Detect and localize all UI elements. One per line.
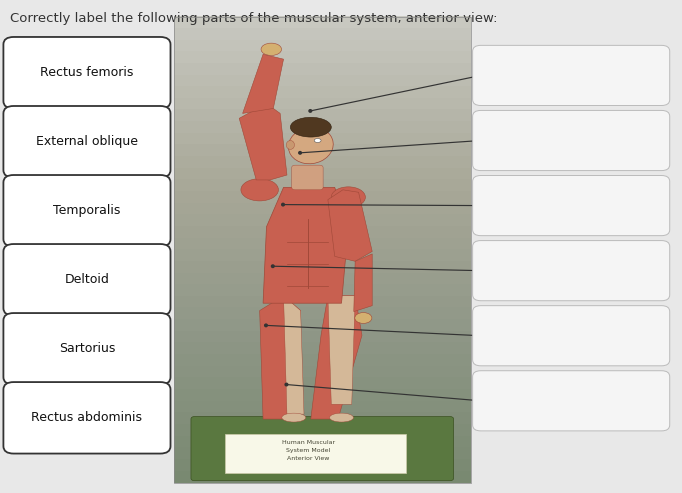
- Text: Anterior View: Anterior View: [287, 456, 330, 461]
- Bar: [174, 191, 471, 204]
- Bar: [174, 377, 471, 390]
- Polygon shape: [311, 296, 362, 419]
- Ellipse shape: [282, 413, 306, 422]
- Ellipse shape: [314, 139, 321, 142]
- Bar: [174, 28, 471, 40]
- Polygon shape: [284, 296, 304, 414]
- FancyBboxPatch shape: [292, 165, 323, 190]
- Ellipse shape: [241, 179, 278, 201]
- Bar: [174, 51, 471, 64]
- Bar: [174, 389, 471, 402]
- FancyBboxPatch shape: [473, 306, 670, 366]
- FancyBboxPatch shape: [3, 313, 170, 385]
- Bar: [174, 470, 471, 483]
- FancyBboxPatch shape: [225, 434, 406, 473]
- FancyBboxPatch shape: [473, 371, 670, 431]
- Bar: [174, 319, 471, 332]
- Ellipse shape: [286, 141, 295, 149]
- Bar: [174, 214, 471, 227]
- Polygon shape: [243, 54, 284, 113]
- Bar: [174, 447, 471, 460]
- Bar: [174, 133, 471, 145]
- FancyBboxPatch shape: [3, 37, 170, 108]
- FancyBboxPatch shape: [473, 176, 670, 236]
- Text: Sartorius: Sartorius: [59, 342, 115, 355]
- Bar: [174, 109, 471, 122]
- Text: Rectus abdominis: Rectus abdominis: [31, 411, 143, 424]
- Text: External oblique: External oblique: [36, 135, 138, 148]
- Polygon shape: [328, 296, 355, 404]
- Bar: [174, 366, 471, 378]
- Ellipse shape: [331, 187, 366, 208]
- Bar: [174, 331, 471, 343]
- FancyBboxPatch shape: [473, 45, 670, 106]
- FancyBboxPatch shape: [473, 110, 670, 171]
- Bar: [174, 238, 471, 250]
- Polygon shape: [260, 296, 301, 419]
- Text: Rectus femoris: Rectus femoris: [40, 66, 134, 79]
- Bar: [174, 121, 471, 134]
- Bar: [174, 16, 471, 29]
- Text: Temporalis: Temporalis: [53, 204, 121, 217]
- Bar: [174, 249, 471, 262]
- Text: System Model: System Model: [286, 448, 331, 453]
- Bar: [174, 74, 471, 87]
- Ellipse shape: [298, 151, 302, 155]
- Bar: [174, 342, 471, 355]
- FancyBboxPatch shape: [3, 382, 170, 454]
- Text: Deltoid: Deltoid: [65, 273, 109, 286]
- Bar: [174, 401, 471, 413]
- Ellipse shape: [288, 127, 333, 164]
- Ellipse shape: [284, 383, 288, 387]
- Polygon shape: [354, 254, 372, 312]
- Ellipse shape: [308, 109, 312, 113]
- FancyBboxPatch shape: [3, 175, 170, 246]
- Bar: [174, 39, 471, 52]
- Bar: [174, 308, 471, 320]
- Bar: [174, 203, 471, 215]
- Ellipse shape: [291, 117, 331, 137]
- Bar: [174, 261, 471, 274]
- Bar: [174, 63, 471, 75]
- Ellipse shape: [329, 413, 353, 422]
- Bar: [174, 412, 471, 425]
- Bar: [174, 284, 471, 297]
- Bar: [174, 98, 471, 110]
- Bar: [174, 436, 471, 448]
- Ellipse shape: [281, 203, 285, 207]
- Text: Human Muscular: Human Muscular: [282, 440, 335, 445]
- Bar: [174, 459, 471, 471]
- FancyBboxPatch shape: [3, 106, 170, 177]
- Bar: [174, 144, 471, 157]
- Bar: [174, 354, 471, 367]
- Ellipse shape: [261, 43, 282, 56]
- FancyBboxPatch shape: [473, 241, 670, 301]
- Bar: [174, 179, 471, 192]
- Ellipse shape: [355, 313, 372, 323]
- Ellipse shape: [271, 264, 275, 268]
- Ellipse shape: [264, 323, 268, 327]
- Bar: [174, 226, 471, 239]
- Polygon shape: [328, 190, 372, 261]
- Polygon shape: [239, 104, 287, 180]
- Bar: [174, 273, 471, 285]
- FancyBboxPatch shape: [3, 244, 170, 316]
- Text: Correctly label the following parts of the muscular system, anterior view:: Correctly label the following parts of t…: [10, 12, 498, 25]
- FancyBboxPatch shape: [191, 417, 454, 481]
- Bar: [174, 156, 471, 169]
- Bar: [174, 424, 471, 437]
- Bar: [174, 86, 471, 99]
- Bar: [174, 296, 471, 309]
- Bar: [174, 168, 471, 180]
- Polygon shape: [263, 187, 349, 303]
